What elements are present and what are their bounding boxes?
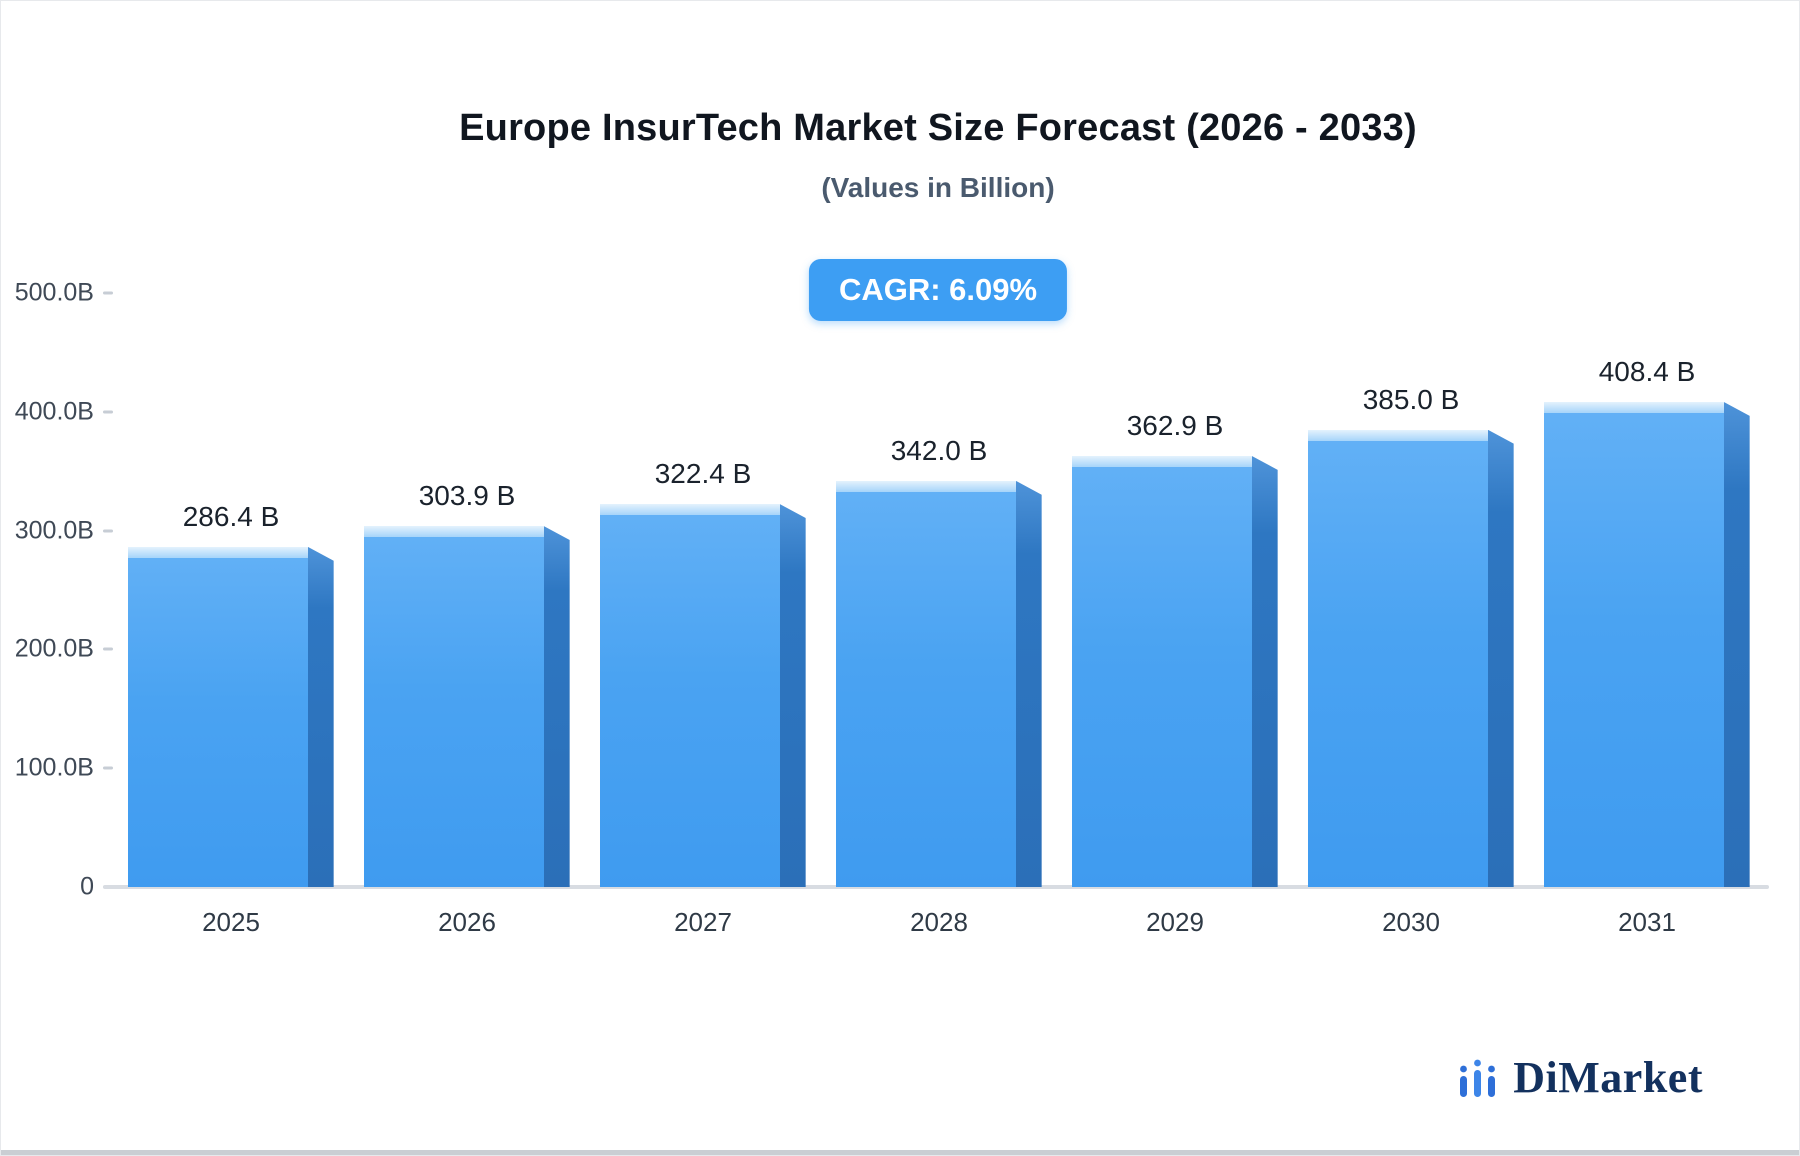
chart-header: Europe InsurTech Market Size Forecast (2… (1, 107, 1799, 204)
bar-front-face (836, 480, 1016, 887)
bar-front-face (128, 546, 308, 887)
bar (1308, 429, 1514, 887)
bar-side-face (543, 525, 570, 887)
x-axis-label: 2027 (674, 907, 732, 937)
bar-slot: 322.4 B (585, 293, 821, 887)
y-tick-mark (103, 647, 113, 651)
bar-value-label: 322.4 B (654, 458, 752, 489)
bar-slot: 385.0 B (1293, 293, 1529, 887)
dimarket-logo-text: DiMarket (1513, 1053, 1703, 1102)
x-axis-label: 2026 (438, 907, 496, 937)
bar-side-face (1015, 480, 1042, 887)
y-tick: 400.0B (15, 397, 113, 426)
y-tick: 500.0B (15, 279, 113, 308)
bar-slot: 362.9 B (1057, 293, 1293, 887)
y-tick-label: 400.0B (14, 397, 94, 426)
bar-value-label: 408.4 B (1598, 355, 1696, 387)
x-axis-label: 2031 (1618, 907, 1676, 937)
dimarket-bars-icon (1460, 1059, 1496, 1097)
bar-side-face (1723, 401, 1750, 887)
bar-top-face (600, 504, 780, 515)
bar-slot: 342.0 B (821, 293, 1057, 887)
bar-value-label: 286.4 B (182, 500, 280, 532)
bar (1072, 455, 1278, 887)
plot-area: 286.4 B 303.9 B 322.4 B 342.0 B 362.9 B 385.0… (103, 293, 1769, 889)
y-tick-mark (103, 529, 113, 533)
y-tick-label: 300.0B (14, 516, 94, 545)
y-tick: 300.0B (15, 516, 113, 545)
y-tick-label: 500.0B (14, 278, 94, 307)
bar (128, 546, 334, 887)
y-tick-mark (103, 291, 113, 295)
bar-slot: 303.9 B (349, 293, 585, 887)
bar-top-face (1072, 455, 1252, 467)
bar-top-face (1308, 429, 1488, 441)
x-axis: 2025 2026 2027 2028 2029 2030 2031 (113, 907, 1765, 938)
y-tick-mark (103, 410, 113, 414)
bar-front-face (364, 525, 544, 887)
y-tick-label: 100.0B (14, 753, 94, 782)
bar (836, 480, 1042, 887)
bar-side-face (307, 546, 334, 887)
y-tick-label: 200.0B (14, 634, 94, 663)
y-tick-label: 0 (80, 872, 94, 901)
bar-value-label: 342.0 B (890, 434, 988, 466)
bar-top-face (364, 525, 544, 537)
bar-value-label: 303.9 B (418, 479, 516, 511)
bar (1544, 401, 1750, 887)
bar-chart: 0 100.0B 200.0B 300.0B 400.0B 500.0B 286.4 B 3… (13, 279, 1769, 938)
bar-front-face (1544, 401, 1724, 887)
bar-top-face (836, 480, 1016, 492)
bar-side-face (1251, 455, 1278, 887)
bar-side-face (1487, 429, 1514, 887)
bar-top-face (128, 546, 308, 558)
bar-side-face (779, 504, 806, 887)
bar-slot: 286.4 B (113, 293, 349, 887)
bar-top-face (1544, 401, 1724, 413)
bar-front-face (1072, 455, 1252, 887)
bar-value-label: 385.0 B (1362, 383, 1460, 415)
y-tick: 100.0B (15, 754, 113, 783)
y-tick-mark (103, 766, 113, 770)
x-axis-label: 2025 (202, 907, 260, 937)
dimarket-logo: DiMarket (1455, 1052, 1703, 1103)
chart-title: Europe InsurTech Market Size Forecast (2… (459, 107, 1417, 149)
x-axis-label: 2029 (1146, 907, 1204, 937)
x-axis-label: 2030 (1382, 907, 1440, 937)
bar-front-face (1308, 429, 1488, 887)
window-bottom-edge (1, 1150, 1799, 1155)
y-axis: 0 100.0B 200.0B 300.0B 400.0B 500.0B (13, 279, 113, 901)
bar (600, 504, 806, 887)
x-axis-baseline (103, 885, 1769, 889)
bar-slot: 408.4 B (1529, 293, 1765, 887)
bar-value-label: 362.9 B (1126, 409, 1224, 441)
chart-subtitle: (Values in Billion) (821, 172, 1055, 203)
x-axis-label: 2028 (910, 907, 968, 937)
y-tick: 200.0B (15, 635, 113, 664)
cagr-badge: CAGR: 6.09% (808, 259, 1068, 321)
bar (364, 525, 570, 887)
bar-front-face (600, 504, 780, 887)
